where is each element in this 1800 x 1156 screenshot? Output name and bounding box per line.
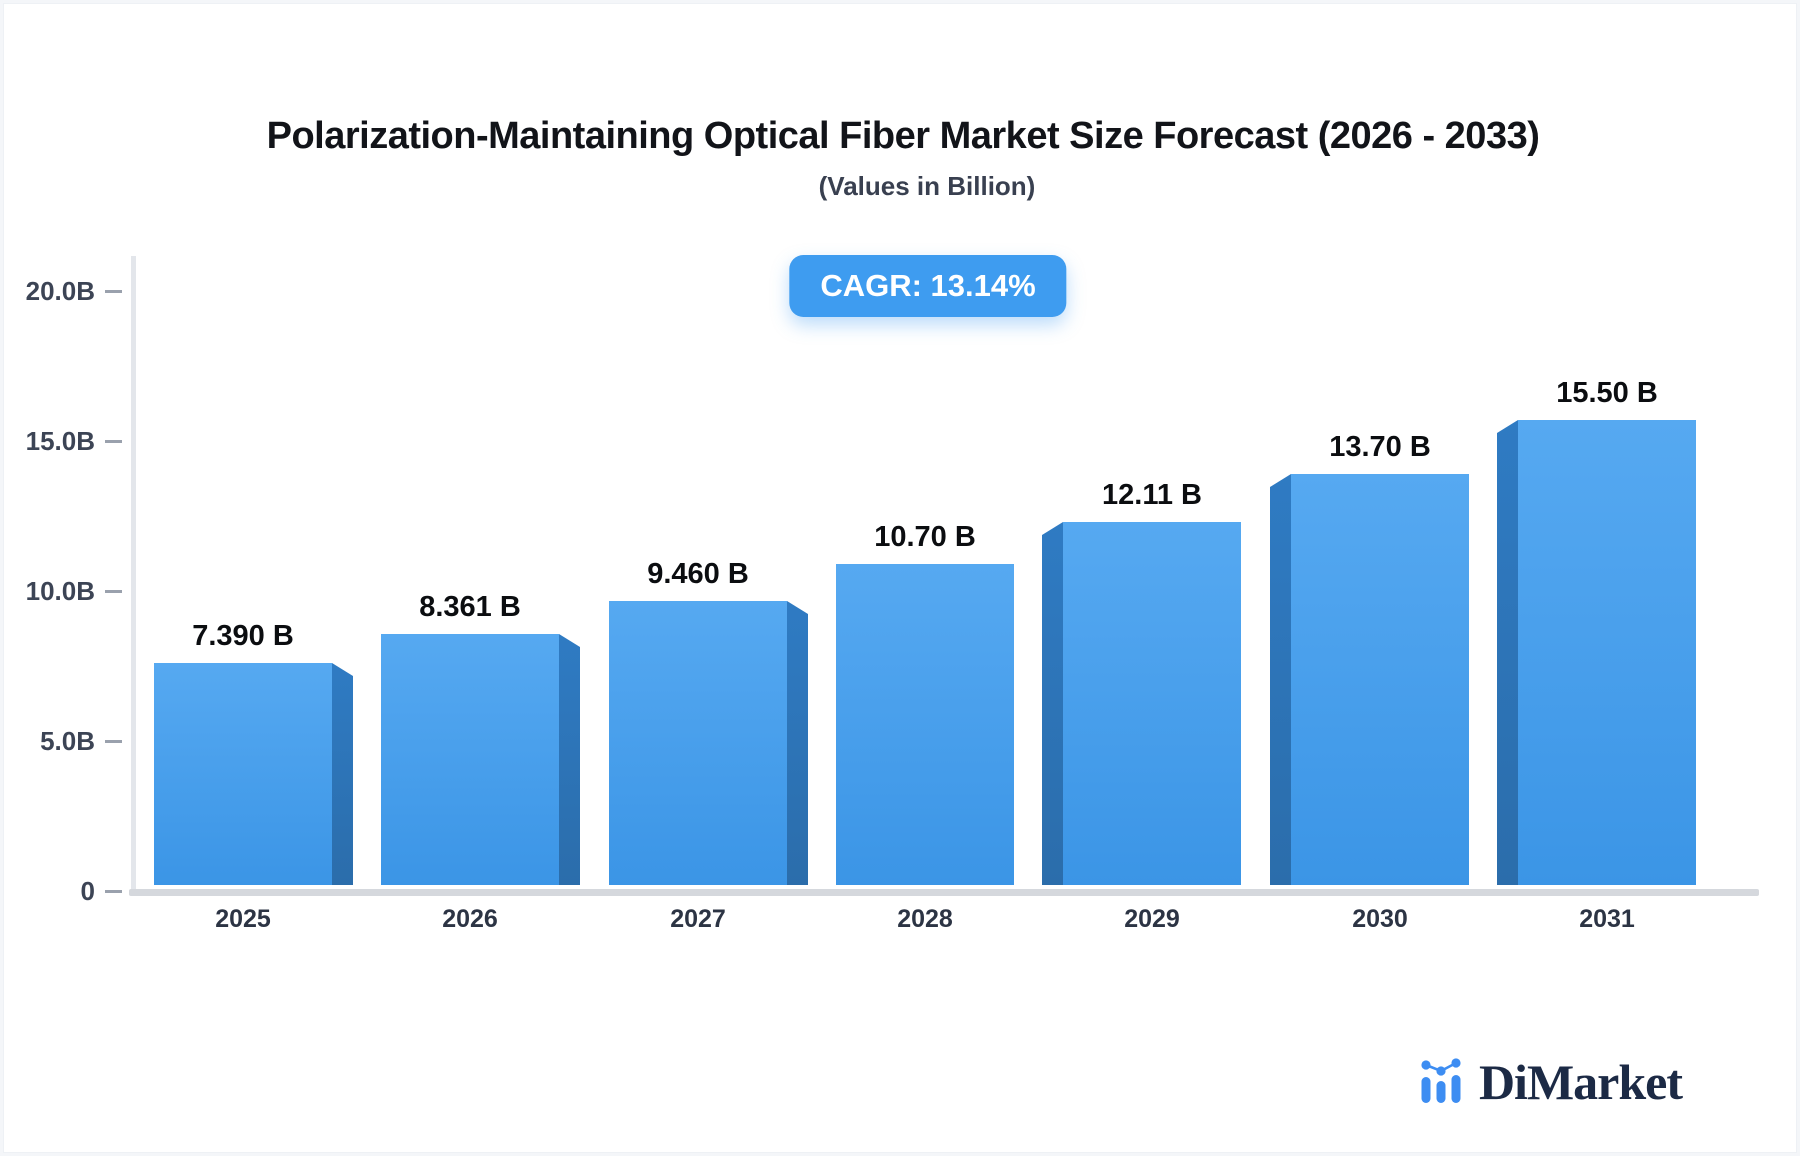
bar-side-face bbox=[332, 663, 353, 885]
y-tick-dash bbox=[105, 890, 122, 893]
x-axis-baseline bbox=[129, 889, 1759, 896]
bar-front-face bbox=[381, 634, 559, 885]
bar-front-face bbox=[154, 663, 332, 885]
dimarket-logo-text: DiMarket bbox=[1478, 1054, 1683, 1110]
bar-value-label: 15.50 B bbox=[1556, 377, 1658, 409]
bar-front-face bbox=[836, 564, 1014, 885]
bar-2026: 8.361 B bbox=[381, 591, 580, 885]
bar-2031: 15.50 B bbox=[1497, 377, 1696, 885]
bar-front-face bbox=[1518, 420, 1696, 885]
bar-value-label: 12.11 B bbox=[1102, 479, 1202, 511]
y-tick-label: 5.0B bbox=[40, 726, 95, 756]
bar-2030: 13.70 B bbox=[1270, 431, 1469, 885]
y-tick-label: 15.0B bbox=[25, 426, 95, 456]
x-axis-label-2029: 2029 bbox=[1124, 905, 1180, 933]
x-axis-label-2030: 2030 bbox=[1352, 905, 1408, 933]
y-tick-label: 20.0B bbox=[25, 276, 95, 306]
bar-value-label: 13.70 B bbox=[1329, 431, 1431, 463]
bar-2029: 12.11 B bbox=[1042, 479, 1241, 885]
bar-value-label: 8.361 B bbox=[419, 591, 521, 623]
chart-subtitle: (Values in Billion) bbox=[818, 171, 1036, 201]
bar-side-face bbox=[787, 601, 808, 885]
x-axis-label-2025: 2025 bbox=[215, 905, 271, 933]
bar-front-face bbox=[1291, 474, 1469, 885]
y-tick-label: 10.0B bbox=[25, 576, 95, 606]
y-tick-dash bbox=[105, 590, 122, 593]
bar-front-face bbox=[609, 601, 787, 885]
bar-2027: 9.460 B bbox=[609, 558, 808, 885]
bar-side-face bbox=[1497, 420, 1518, 885]
x-axis-label-2028: 2028 bbox=[897, 905, 953, 933]
cagr-badge: CAGR: 13.14% bbox=[789, 255, 1067, 317]
bar-2025: 7.390 B bbox=[154, 620, 353, 885]
x-axis-label-2031: 2031 bbox=[1579, 905, 1635, 933]
plot-area: 20.0B 15.0B 10.0B 5.0B 0 7.390 B 8.361 B 9.460… bbox=[3, 3, 1797, 1153]
bar-value-label: 10.70 B bbox=[874, 521, 976, 553]
bar-side-face bbox=[559, 634, 580, 885]
y-tick-label: 0 bbox=[80, 876, 95, 906]
x-axis-label-2026: 2026 bbox=[442, 905, 498, 933]
y-tick-dash bbox=[105, 290, 122, 293]
bar-side-face bbox=[1042, 522, 1063, 885]
chart-title: Polarization-Maintaining Optical Fiber M… bbox=[266, 115, 1540, 157]
bar-2028: 10.70 B bbox=[836, 521, 1014, 885]
bar-side-face bbox=[1270, 474, 1291, 885]
y-axis-line bbox=[131, 256, 136, 896]
y-tick-dash bbox=[105, 440, 122, 443]
dimarket-logo: DiMarket bbox=[1421, 1054, 1683, 1110]
bar-value-label: 7.390 B bbox=[192, 620, 294, 652]
bar-value-label: 9.460 B bbox=[647, 558, 749, 590]
y-tick-dash bbox=[105, 740, 122, 743]
bar-front-face bbox=[1063, 522, 1241, 885]
x-axis-label-2027: 2027 bbox=[670, 905, 726, 933]
mini-bar-line-chart-icon bbox=[1421, 1058, 1461, 1103]
